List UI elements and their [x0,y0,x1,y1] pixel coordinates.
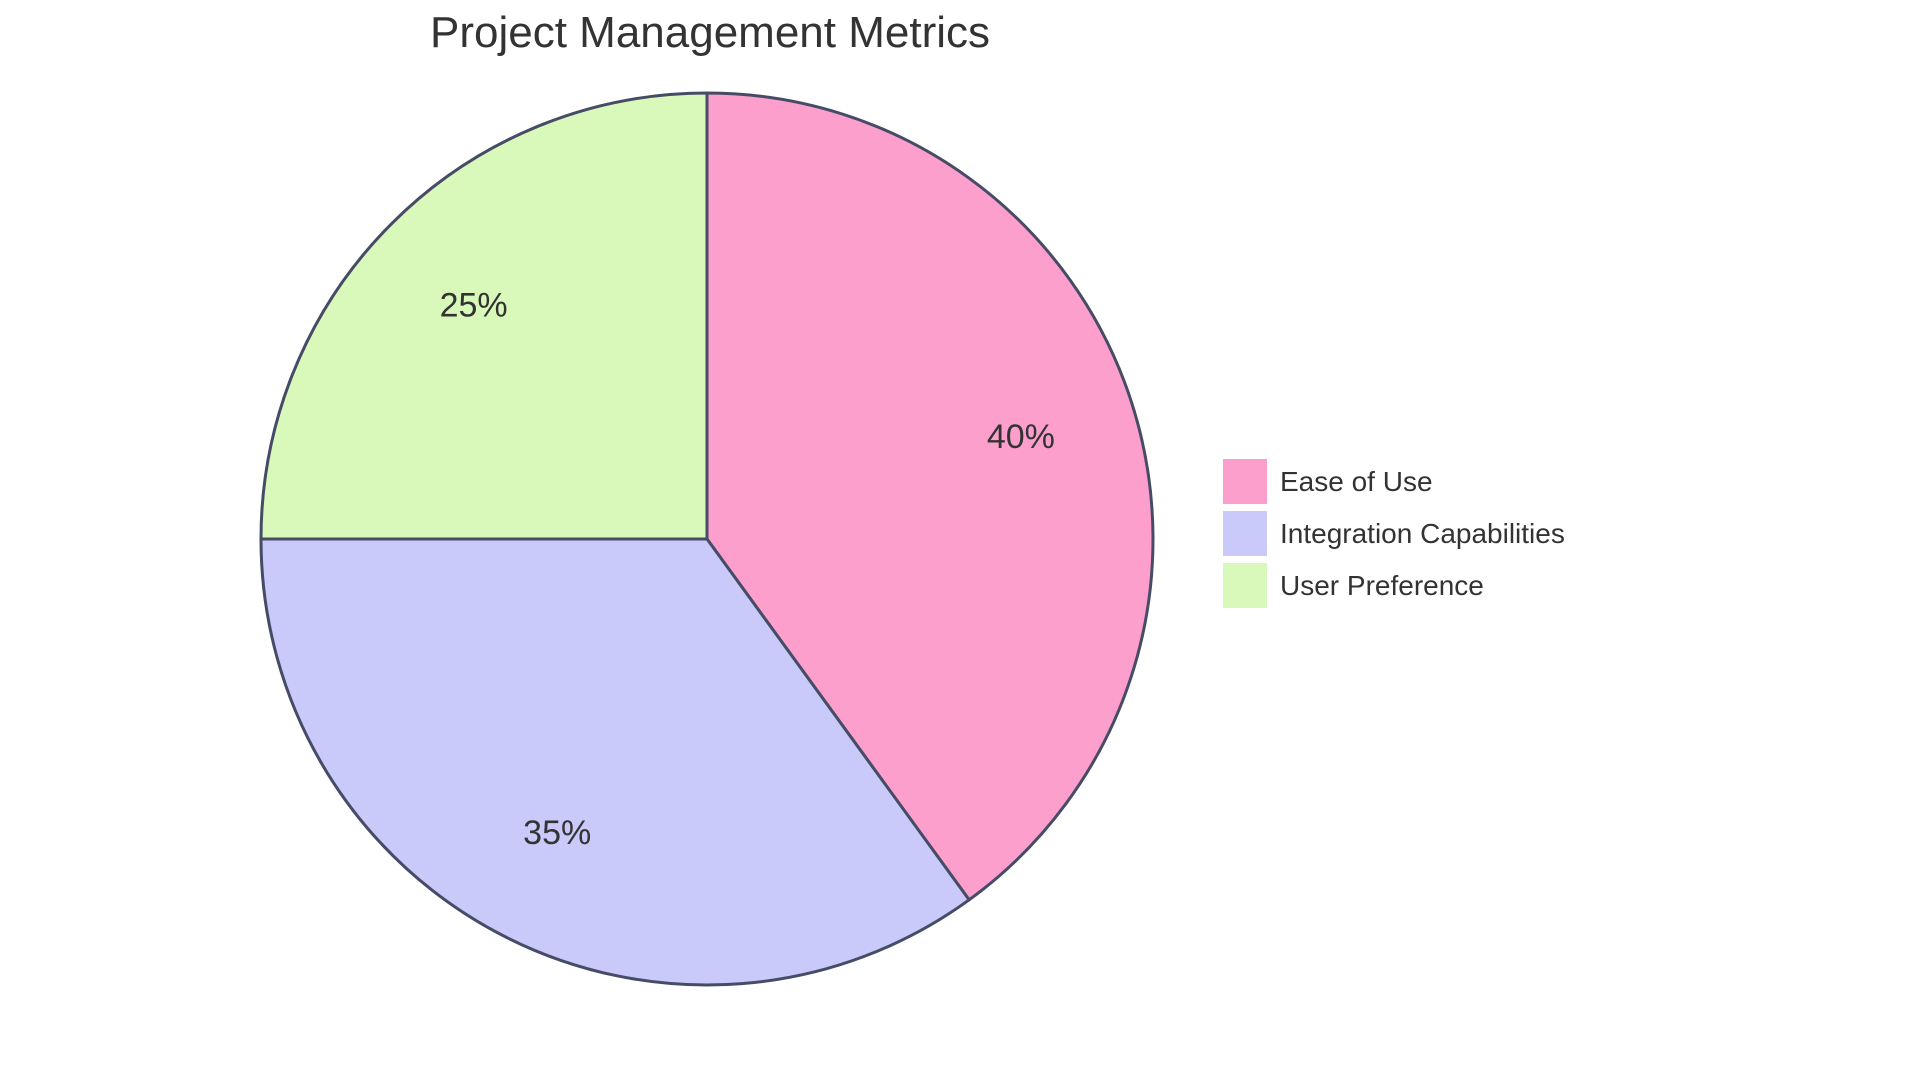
legend-label-ease-of-use: Ease of Use [1280,465,1433,497]
pie-slice-value-label-ease-of-use: 40% [987,418,1055,456]
legend-item-integration-capabilities[interactable]: Integration Capabilities [1223,511,1565,556]
legend-item-user-preference[interactable]: User Preference [1223,563,1565,608]
legend-label-integration-capabilities: Integration Capabilities [1280,517,1565,549]
pie-slice-ease-of-use[interactable] [705,91,1155,902]
pie-slice-integration-capabilities[interactable] [259,537,971,987]
legend-item-ease-of-use[interactable]: Ease of Use [1223,459,1565,504]
pie-slice-user-preference[interactable] [259,91,709,541]
pie-slice-value-label-user-preference: 25% [440,287,508,325]
legend: Ease of Use Integration Capabilities User … [1223,459,1565,608]
legend-swatch-integration-capabilities [1223,511,1267,556]
legend-label-user-preference: User Preference [1280,569,1484,601]
chart-title: Project Management Metrics [430,8,990,57]
legend-swatch-ease-of-use [1223,459,1267,504]
legend-swatch-user-preference [1223,563,1267,608]
pie-slice-value-label-integration-capabilities: 35% [523,814,591,852]
